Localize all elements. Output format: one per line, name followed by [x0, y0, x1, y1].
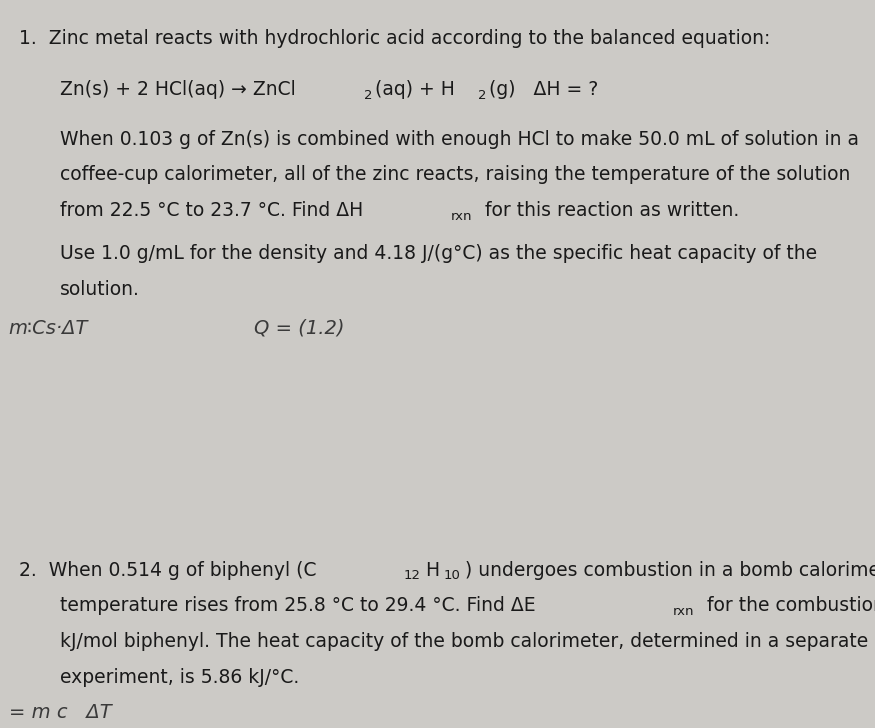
Text: 10: 10 — [444, 569, 460, 582]
Text: for the combustion of biphenyl in: for the combustion of biphenyl in — [701, 596, 875, 615]
Text: 2: 2 — [478, 89, 487, 102]
Text: temperature rises from 25.8 °C to 29.4 °C. Find ΔE: temperature rises from 25.8 °C to 29.4 °… — [60, 596, 536, 615]
Text: When 0.103 g of Zn(s) is combined with enough HCl to make 50.0 mL of solution in: When 0.103 g of Zn(s) is combined with e… — [60, 130, 858, 149]
Text: (g)   ΔH = ?: (g) ΔH = ? — [489, 80, 598, 99]
Text: Zn(s) + 2 HCl(aq) → ZnCl: Zn(s) + 2 HCl(aq) → ZnCl — [60, 80, 295, 99]
Text: 12: 12 — [403, 569, 420, 582]
Text: (aq) + H: (aq) + H — [374, 80, 454, 99]
Text: 2.  When 0.514 g of biphenyl (C: 2. When 0.514 g of biphenyl (C — [19, 561, 317, 579]
Text: Use 1.0 g/mL for the density and 4.18 J/(g°C) as the specific heat capacity of t: Use 1.0 g/mL for the density and 4.18 J/… — [60, 244, 816, 263]
Text: = m c   ΔT: = m c ΔT — [9, 703, 111, 722]
Text: 1.  Zinc metal reacts with hydrochloric acid according to the balanced equation:: 1. Zinc metal reacts with hydrochloric a… — [19, 29, 771, 48]
Text: kJ/mol biphenyl. The heat capacity of the bomb calorimeter, determined in a sepa: kJ/mol biphenyl. The heat capacity of th… — [60, 632, 868, 651]
Text: H: H — [425, 561, 439, 579]
Text: m∶Cs·ΔT: m∶Cs·ΔT — [9, 319, 88, 338]
Text: Q = (1.2): Q = (1.2) — [254, 319, 344, 338]
Text: experiment, is 5.86 kJ/°C.: experiment, is 5.86 kJ/°C. — [60, 668, 298, 687]
Text: coffee-cup calorimeter, all of the zinc reacts, raising the temperature of the s: coffee-cup calorimeter, all of the zinc … — [60, 165, 850, 184]
Text: solution.: solution. — [60, 280, 139, 298]
Text: from 22.5 °C to 23.7 °C. Find ΔH: from 22.5 °C to 23.7 °C. Find ΔH — [60, 201, 363, 220]
Text: 2: 2 — [364, 89, 372, 102]
Text: ) undergoes combustion in a bomb calorimeter, the: ) undergoes combustion in a bomb calorim… — [465, 561, 875, 579]
Text: for this reaction as written.: for this reaction as written. — [479, 201, 738, 220]
Text: rxn: rxn — [673, 605, 695, 618]
Text: rxn: rxn — [451, 210, 472, 223]
